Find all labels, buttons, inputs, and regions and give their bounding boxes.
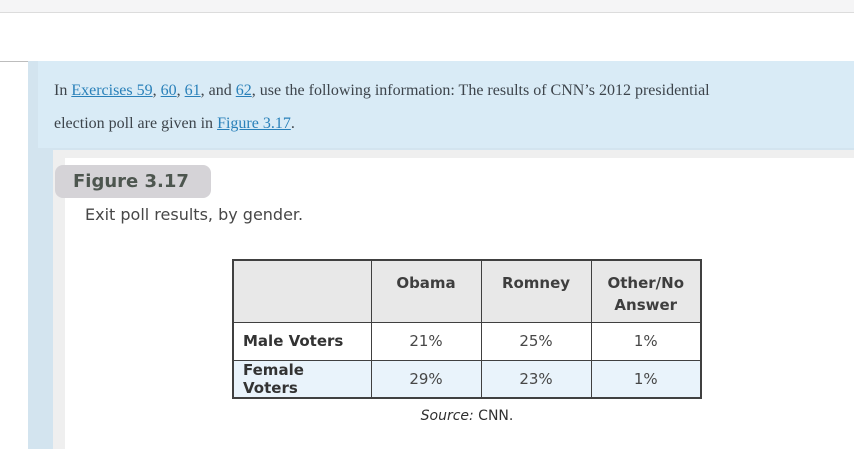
exercise-60-link[interactable]: 60	[160, 82, 177, 99]
row-label: Male Voters	[232, 321, 372, 361]
table-header-row: Obama Romney Other/No Answer	[232, 259, 702, 323]
exercise-62-link[interactable]: 62	[235, 82, 252, 99]
figure-3-17-link[interactable]: Figure 3.17	[217, 115, 291, 132]
source-label: Source:	[420, 408, 474, 424]
section-divider	[0, 61, 28, 62]
instruction-text: , use the following information: The res…	[251, 82, 710, 99]
table-cell: 25%	[480, 321, 592, 361]
instruction-line: election poll are given in Figure 3.17.	[54, 107, 854, 140]
figure-card: Exit poll results, by gender. Obama Romne…	[65, 158, 854, 449]
table-column-header: Romney	[480, 259, 592, 323]
table-cell: 23%	[480, 359, 592, 399]
exercise-section: In Exercises 59, 60, 61, and 62, use the…	[28, 61, 854, 449]
table-cell: 29%	[370, 359, 482, 399]
instruction-text: In	[54, 82, 72, 99]
table-cell: 1%	[590, 321, 702, 361]
figure-caption: Exit poll results, by gender.	[85, 205, 304, 224]
instructions-callout: In Exercises 59, 60, 61, and 62, use the…	[38, 61, 854, 148]
top-toolbar	[0, 0, 854, 13]
row-label: Female Voters	[232, 359, 372, 399]
table-column-header: Other/No Answer	[590, 259, 702, 323]
instruction-text: .	[290, 115, 295, 132]
table-cell: 1%	[590, 359, 702, 399]
figure-source: Source: CNN.	[232, 408, 702, 424]
table-cell: 21%	[370, 321, 482, 361]
exercises-59-link[interactable]: Exercises 59	[71, 82, 153, 99]
figure-badge: Figure 3.17	[55, 165, 211, 198]
instruction-text: ,	[152, 82, 161, 99]
table-row: Male Voters 21% 25% 1%	[232, 321, 702, 361]
instruction-text: ,	[176, 82, 185, 99]
source-value: CNN.	[473, 408, 514, 424]
table-column-header: Obama	[370, 259, 482, 323]
exercise-61-link[interactable]: 61	[184, 82, 201, 99]
figure-frame: Figure 3.17 Exit poll results, by gender…	[53, 150, 854, 449]
table-row: Female Voters 29% 23% 1%	[232, 359, 702, 399]
exit-poll-table: Obama Romney Other/No Answer Male Voters 21…	[232, 259, 702, 399]
instruction-text: , and	[200, 82, 236, 99]
instruction-text: election poll are given in	[54, 115, 218, 132]
table-column-header	[232, 259, 372, 323]
instruction-line: In Exercises 59, 60, 61, and 62, use the…	[54, 74, 854, 107]
